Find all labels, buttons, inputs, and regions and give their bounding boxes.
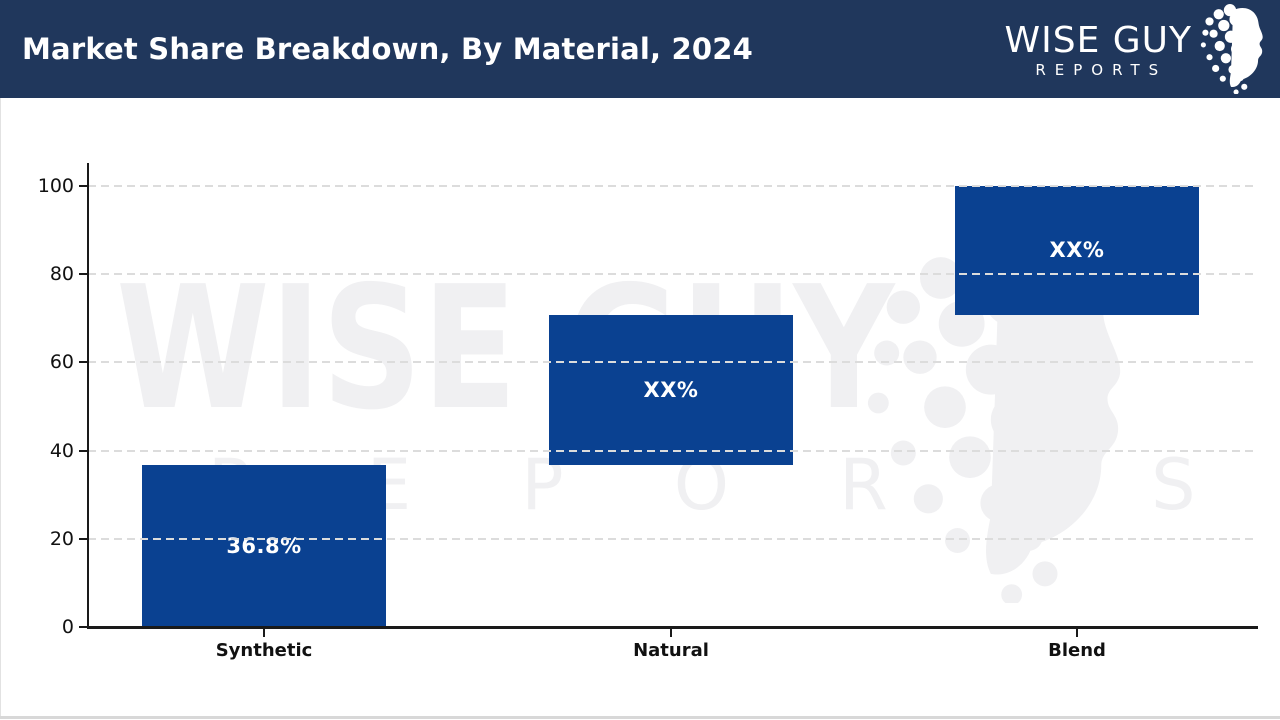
y-tick-label: 80 — [49, 263, 74, 286]
y-tick-label: 0 — [61, 616, 74, 638]
y-tick-label: 60 — [49, 351, 74, 374]
gridline — [88, 273, 1258, 276]
bottom-border — [0, 716, 1280, 719]
gridline — [88, 537, 1258, 540]
header: Market Share Breakdown, By Material, 202… — [0, 0, 1280, 98]
x-tick-label: Blend — [1048, 640, 1106, 661]
y-axis-line — [87, 163, 89, 629]
bar-value-label: XX% — [643, 377, 699, 402]
y-tick-mark — [79, 626, 88, 628]
y-tick-mark — [79, 185, 88, 187]
chart-canvas: WISE GUY R E P O R T S 0 20 40 60 80 100 36.8%… — [0, 98, 1280, 720]
y-tick-mark — [79, 449, 88, 452]
y-tick-label: 100 — [37, 175, 74, 197]
bar-blend: XX% — [955, 186, 1199, 315]
logo: WISE GUY REPORTS — [1005, 2, 1273, 94]
x-tick-label: Synthetic — [215, 640, 313, 661]
bar-natural: XX% — [549, 314, 793, 465]
y-tick-mark — [79, 361, 88, 364]
bar-value-label: XX% — [1049, 238, 1105, 263]
x-axis-line — [87, 626, 1258, 629]
left-border — [0, 98, 1, 718]
gridline — [88, 185, 1258, 187]
x-tick-label: Natural — [633, 640, 709, 661]
x-tick-mark — [670, 629, 672, 637]
page-title: Market Share Breakdown, By Material, 202… — [22, 32, 754, 66]
y-tick-label: 20 — [49, 527, 74, 550]
logo-text: WISE GUY REPORTS — [1005, 22, 1193, 79]
gridline — [88, 449, 1258, 452]
y-tick-label: 40 — [49, 439, 74, 462]
x-tick-mark — [1076, 629, 1078, 637]
bar-synthetic: 36.8% — [142, 464, 386, 627]
logo-wordmark: WISE GUY — [1004, 20, 1192, 61]
gridline — [88, 361, 1258, 364]
y-tick-mark — [79, 537, 88, 540]
y-tick-mark — [79, 273, 88, 276]
x-tick-mark — [263, 629, 265, 637]
logo-head-icon — [1192, 2, 1272, 94]
logo-subtext: REPORTS — [1035, 60, 1168, 79]
